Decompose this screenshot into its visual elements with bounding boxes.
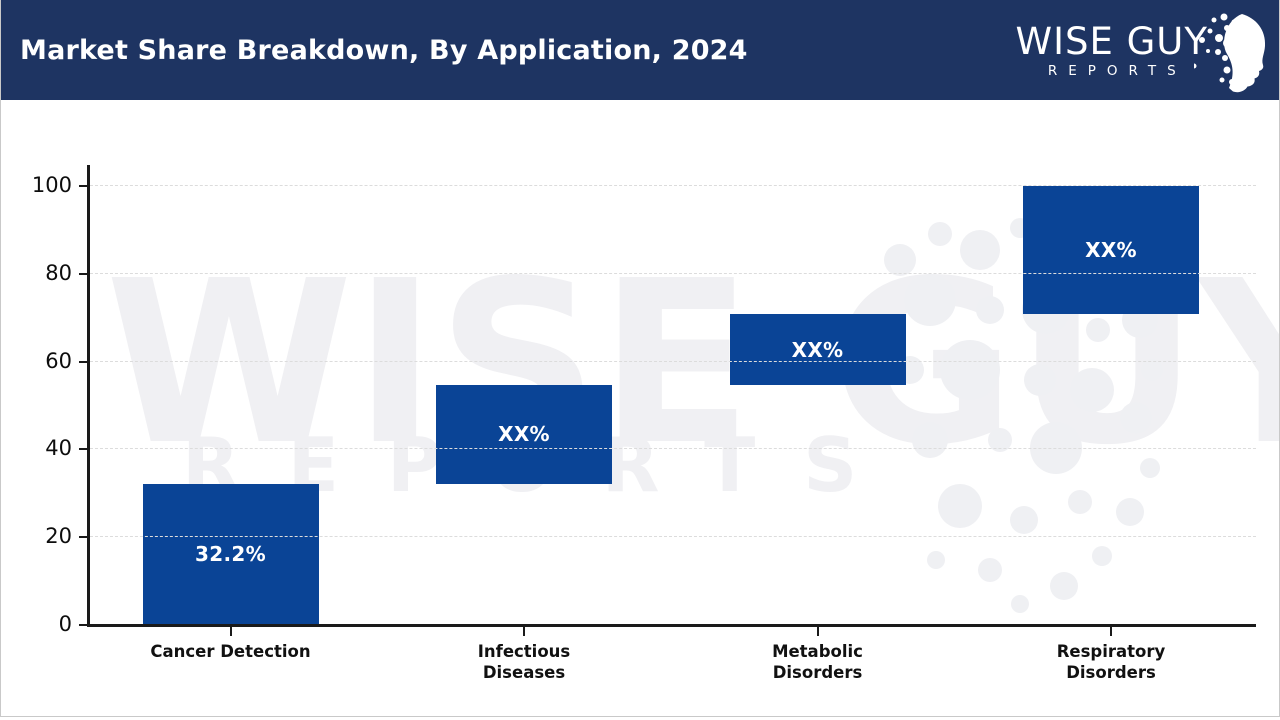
x-axis-tick <box>523 627 525 636</box>
y-axis-tick-label: 100 <box>31 173 72 197</box>
y-axis-tick-label: 20 <box>45 524 72 549</box>
x-axis-line <box>88 624 1256 627</box>
bar-value-label: 32.2% <box>195 542 266 567</box>
gridline <box>90 360 1256 362</box>
bar: XX% <box>729 314 906 385</box>
category-label-line: Respiratory <box>1056 642 1166 661</box>
category-label-line: Metabolic <box>772 642 863 661</box>
y-axis-tick-label: 80 <box>45 260 72 285</box>
header-bar: Market Share Breakdown, By Application, … <box>0 0 1280 100</box>
page-title: Market Share Breakdown, By Application, … <box>20 34 748 66</box>
brand-logo-text: WISE GUY REPORTS <box>1015 20 1208 79</box>
x-axis-tick <box>229 627 232 636</box>
brand-logo: WISE GUY REPORTS <box>1016 8 1268 94</box>
bar: XX% <box>1023 186 1199 315</box>
category-label: Metabolic Disorders <box>698 641 938 683</box>
category-label-line: Cancer Detection <box>150 642 311 661</box>
y-axis-tick-label: 0 <box>58 612 72 636</box>
category-label-line: Disorders <box>1066 663 1156 683</box>
brand-logo-subtitle: REPORTS <box>1047 62 1187 79</box>
bar: 32.2% <box>142 483 319 625</box>
logo-face-icon <box>1194 13 1266 93</box>
category-label-line: Infectious <box>477 642 571 661</box>
category-label: Cancer Detection <box>111 641 351 662</box>
y-axis-line <box>87 165 90 627</box>
y-axis-tick-label: 40 <box>45 436 72 461</box>
gridline <box>90 185 1256 186</box>
x-axis-tick <box>816 627 819 636</box>
y-axis-tick <box>79 624 88 626</box>
y-axis-tick <box>79 185 88 187</box>
gridline <box>90 272 1256 274</box>
y-axis-tick <box>79 536 88 539</box>
bar-value-label: XX% <box>498 422 550 447</box>
bar: XX% <box>436 384 612 484</box>
y-axis-tick-label: 60 <box>45 348 72 373</box>
bar-value-label: XX% <box>1085 238 1137 263</box>
y-axis-tick <box>79 448 88 451</box>
gridline <box>90 448 1256 450</box>
brand-logo-name: WISE GUY <box>1015 20 1208 64</box>
bar-value-label: XX% <box>791 337 844 362</box>
category-label-line: Diseases <box>482 663 566 683</box>
y-axis-tick <box>79 272 88 275</box>
category-label: Infectious Diseases <box>404 641 644 683</box>
gridline <box>90 536 1256 538</box>
category-label: Respiratory Disorders <box>991 641 1231 683</box>
x-axis-tick <box>1110 627 1112 636</box>
chart-area: 32.2% XX% XX% XX% 0 20 40 60 80 100 Cancer Detecti… <box>0 100 1280 720</box>
category-label-line: Disorders <box>772 663 863 683</box>
y-axis-tick <box>79 360 88 363</box>
